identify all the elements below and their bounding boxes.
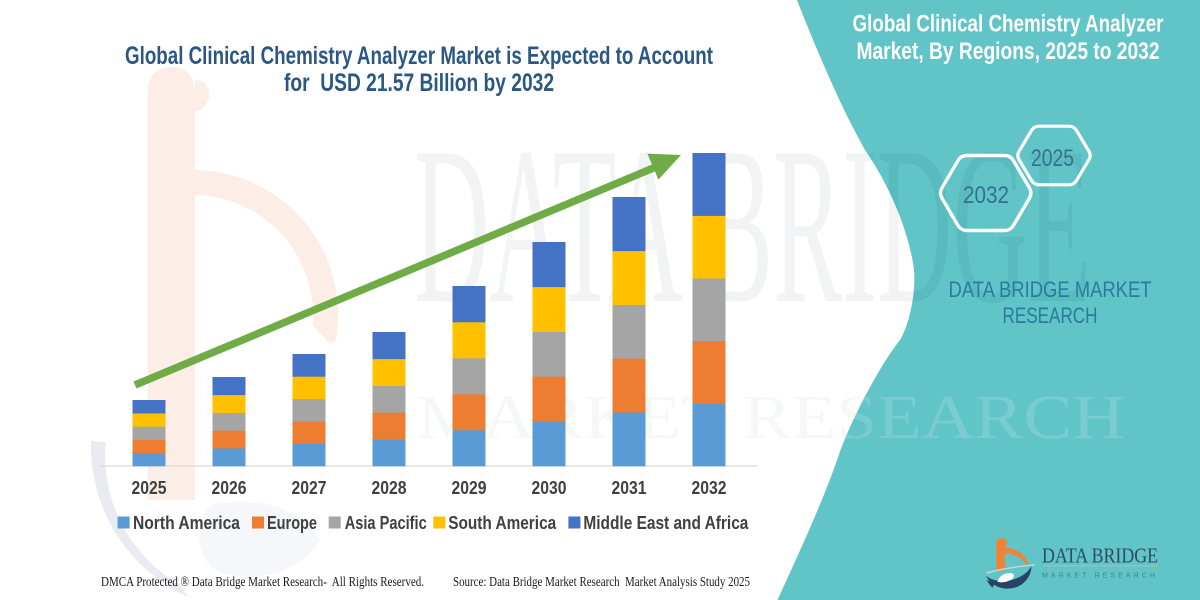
svg-text:Market, By Regions, 2025 to 20: Market, By Regions, 2025 to 2032 bbox=[857, 38, 1160, 65]
svg-text:Middle East and Africa: Middle East and Africa bbox=[583, 513, 749, 533]
svg-text:2025: 2025 bbox=[1031, 145, 1074, 172]
svg-text:North America: North America bbox=[133, 513, 241, 533]
svg-text:2031: 2031 bbox=[612, 477, 647, 498]
svg-text:2030: 2030 bbox=[532, 477, 567, 498]
svg-text:2027: 2027 bbox=[292, 477, 327, 498]
svg-text:South America: South America bbox=[448, 513, 557, 533]
svg-text:Global Clinical Chemistry Anal: Global Clinical Chemistry Analyzer bbox=[853, 11, 1164, 38]
svg-text:Source: Data Bridge Market Res: Source: Data Bridge Market Research Mark… bbox=[453, 574, 750, 589]
svg-text:2032: 2032 bbox=[692, 477, 727, 498]
svg-text:DATA BRIDGE MARKET: DATA BRIDGE MARKET bbox=[949, 277, 1152, 302]
svg-text:2032: 2032 bbox=[963, 182, 1009, 209]
svg-text:RESEARCH: RESEARCH bbox=[1003, 303, 1098, 328]
svg-text:2029: 2029 bbox=[452, 477, 487, 498]
svg-text:MARKET RESEARCH: MARKET RESEARCH bbox=[1042, 573, 1158, 580]
svg-text:2026: 2026 bbox=[212, 477, 247, 498]
svg-text:DMCA Protected ® Data Bridge M: DMCA Protected ® Data Bridge Market Rese… bbox=[101, 574, 424, 589]
svg-text:for USD 21.57 Billion by 2032: for USD 21.57 Billion by 2032 bbox=[284, 69, 554, 97]
svg-text:DATA BRIDGE: DATA BRIDGE bbox=[1042, 544, 1158, 568]
svg-text:Global Clinical Chemistry Anal: Global Clinical Chemistry Analyzer Marke… bbox=[125, 42, 713, 70]
svg-text:2025: 2025 bbox=[132, 477, 167, 498]
svg-text:2028: 2028 bbox=[372, 477, 407, 498]
svg-text:Europe: Europe bbox=[267, 513, 317, 533]
svg-text:Asia Pacific: Asia Pacific bbox=[345, 513, 427, 533]
